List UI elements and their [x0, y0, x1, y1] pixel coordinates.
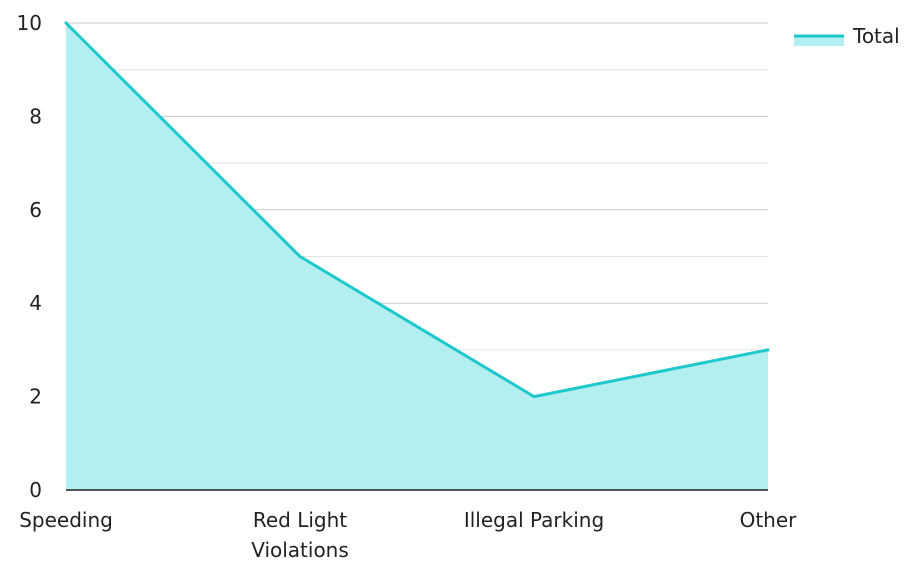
- series-line-0: [64, 21, 770, 399]
- y-tick-label: 10: [17, 11, 42, 35]
- data-point-illegal-parking: [532, 395, 536, 399]
- legend-label: Total: [852, 24, 900, 48]
- x-tick-label: Red Light Violations: [251, 508, 349, 562]
- y-tick-label: 8: [29, 104, 42, 128]
- x-tick-label: Speeding: [19, 508, 113, 532]
- y-tick-label: 6: [29, 198, 42, 222]
- data-point-speeding: [64, 21, 68, 25]
- data-point-red-light-violations: [298, 255, 302, 258]
- x-tick-label: Other: [740, 508, 798, 532]
- x-tick-label: Illegal Parking: [464, 508, 604, 532]
- y-tick-label: 4: [29, 291, 42, 315]
- y-tick-label: 2: [29, 385, 42, 409]
- x-tick-labels: Speeding Red Light Violations Illegal Parki…: [19, 508, 797, 562]
- y-tick-labels: 0 2 4 6 8 10: [17, 11, 42, 502]
- data-point-other: [766, 348, 770, 352]
- y-tick-label: 0: [29, 478, 42, 502]
- legend: Total: [794, 24, 900, 48]
- legend-swatch: [794, 36, 844, 46]
- area-fill-0: [66, 23, 768, 490]
- area-series-layer: [64, 21, 770, 490]
